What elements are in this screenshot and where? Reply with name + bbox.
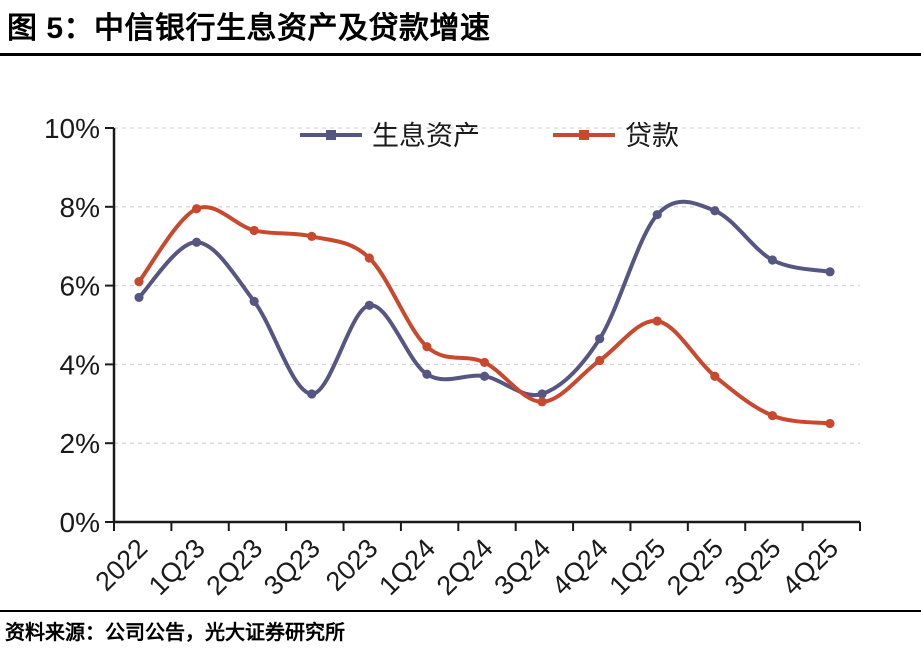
data-point-marker-0 (537, 389, 547, 399)
data-point-marker-1 (134, 277, 144, 287)
data-point-marker-1 (767, 411, 778, 421)
x-tick-label: 4Q24 (546, 533, 614, 601)
x-tick-label: 2Q23 (200, 533, 268, 601)
legend-item: 贷款 (553, 121, 679, 151)
data-point-marker-1 (825, 418, 835, 429)
x-tick-label: 1Q25 (604, 533, 672, 601)
data-point-marker-1 (652, 316, 662, 326)
x-tick-label: 4Q25 (776, 533, 844, 601)
data-point-marker-0 (422, 369, 432, 379)
data-point-marker-1 (595, 355, 605, 366)
data-point-marker-1 (537, 397, 547, 407)
data-point-marker-1 (249, 225, 259, 236)
x-tick-label: 2Q24 (431, 533, 499, 601)
data-point-marker-0 (710, 206, 720, 216)
data-point-marker-1 (364, 253, 374, 263)
chart-canvas: 0%2%4%6%8%10%20221Q232Q233Q2320231Q242Q2… (44, 113, 861, 601)
data-point-marker-0 (134, 292, 144, 303)
y-tick-label: 6% (60, 271, 100, 302)
source-note: 资料来源：公司公告，光大证券研究所 (5, 622, 345, 644)
data-point-marker-0 (479, 371, 490, 381)
figure-title: 图 5：中信银行生息资产及贷款增速 (7, 12, 491, 45)
legend-label: 贷款 (625, 121, 679, 151)
data-point-marker-1 (710, 371, 720, 381)
series-line-1 (137, 205, 832, 426)
data-point-marker-1 (422, 342, 432, 352)
footer-divider (0, 610, 921, 612)
x-tick-label: 3Q23 (258, 533, 326, 601)
growth-line-chart: 0% 2% 4% 6% 8% 10% 2022 1Q23 2Q23 3Q23 2023 1Q24 2Q2… (0, 85, 921, 605)
legend-item: 生息资产 (300, 121, 480, 151)
x-tick-label: 2022 (90, 533, 154, 597)
data-point-marker-0 (767, 255, 778, 265)
data-point-marker-0 (652, 210, 662, 220)
data-point-marker-0 (825, 267, 835, 277)
data-point-marker-1 (479, 357, 490, 368)
data-point-marker-0 (595, 334, 605, 344)
x-tick-label: 2Q25 (661, 533, 729, 601)
data-point-marker-0 (249, 296, 259, 306)
data-point-marker-0 (364, 300, 374, 310)
data-point-marker-1 (307, 231, 317, 241)
title-divider (0, 53, 921, 56)
y-tick-label: 0% (60, 507, 100, 538)
data-point-marker-0 (307, 389, 317, 399)
x-tick-label: 2023 (320, 533, 384, 597)
legend-marker-swatch (579, 130, 589, 140)
legend-marker-swatch (326, 130, 336, 140)
x-tick-label: 1Q23 (143, 533, 211, 601)
y-tick-label: 8% (60, 192, 100, 223)
y-tick-label: 4% (60, 349, 100, 380)
data-point-marker-0 (191, 237, 202, 247)
y-tick-label: 2% (60, 428, 100, 459)
x-tick-label: 3Q24 (488, 533, 556, 601)
data-point-marker-1 (191, 204, 202, 214)
x-tick-label: 3Q25 (719, 533, 787, 601)
y-tick-label: 10% (44, 113, 100, 144)
legend-label: 生息资产 (372, 121, 480, 151)
x-tick-label: 1Q24 (373, 533, 441, 601)
